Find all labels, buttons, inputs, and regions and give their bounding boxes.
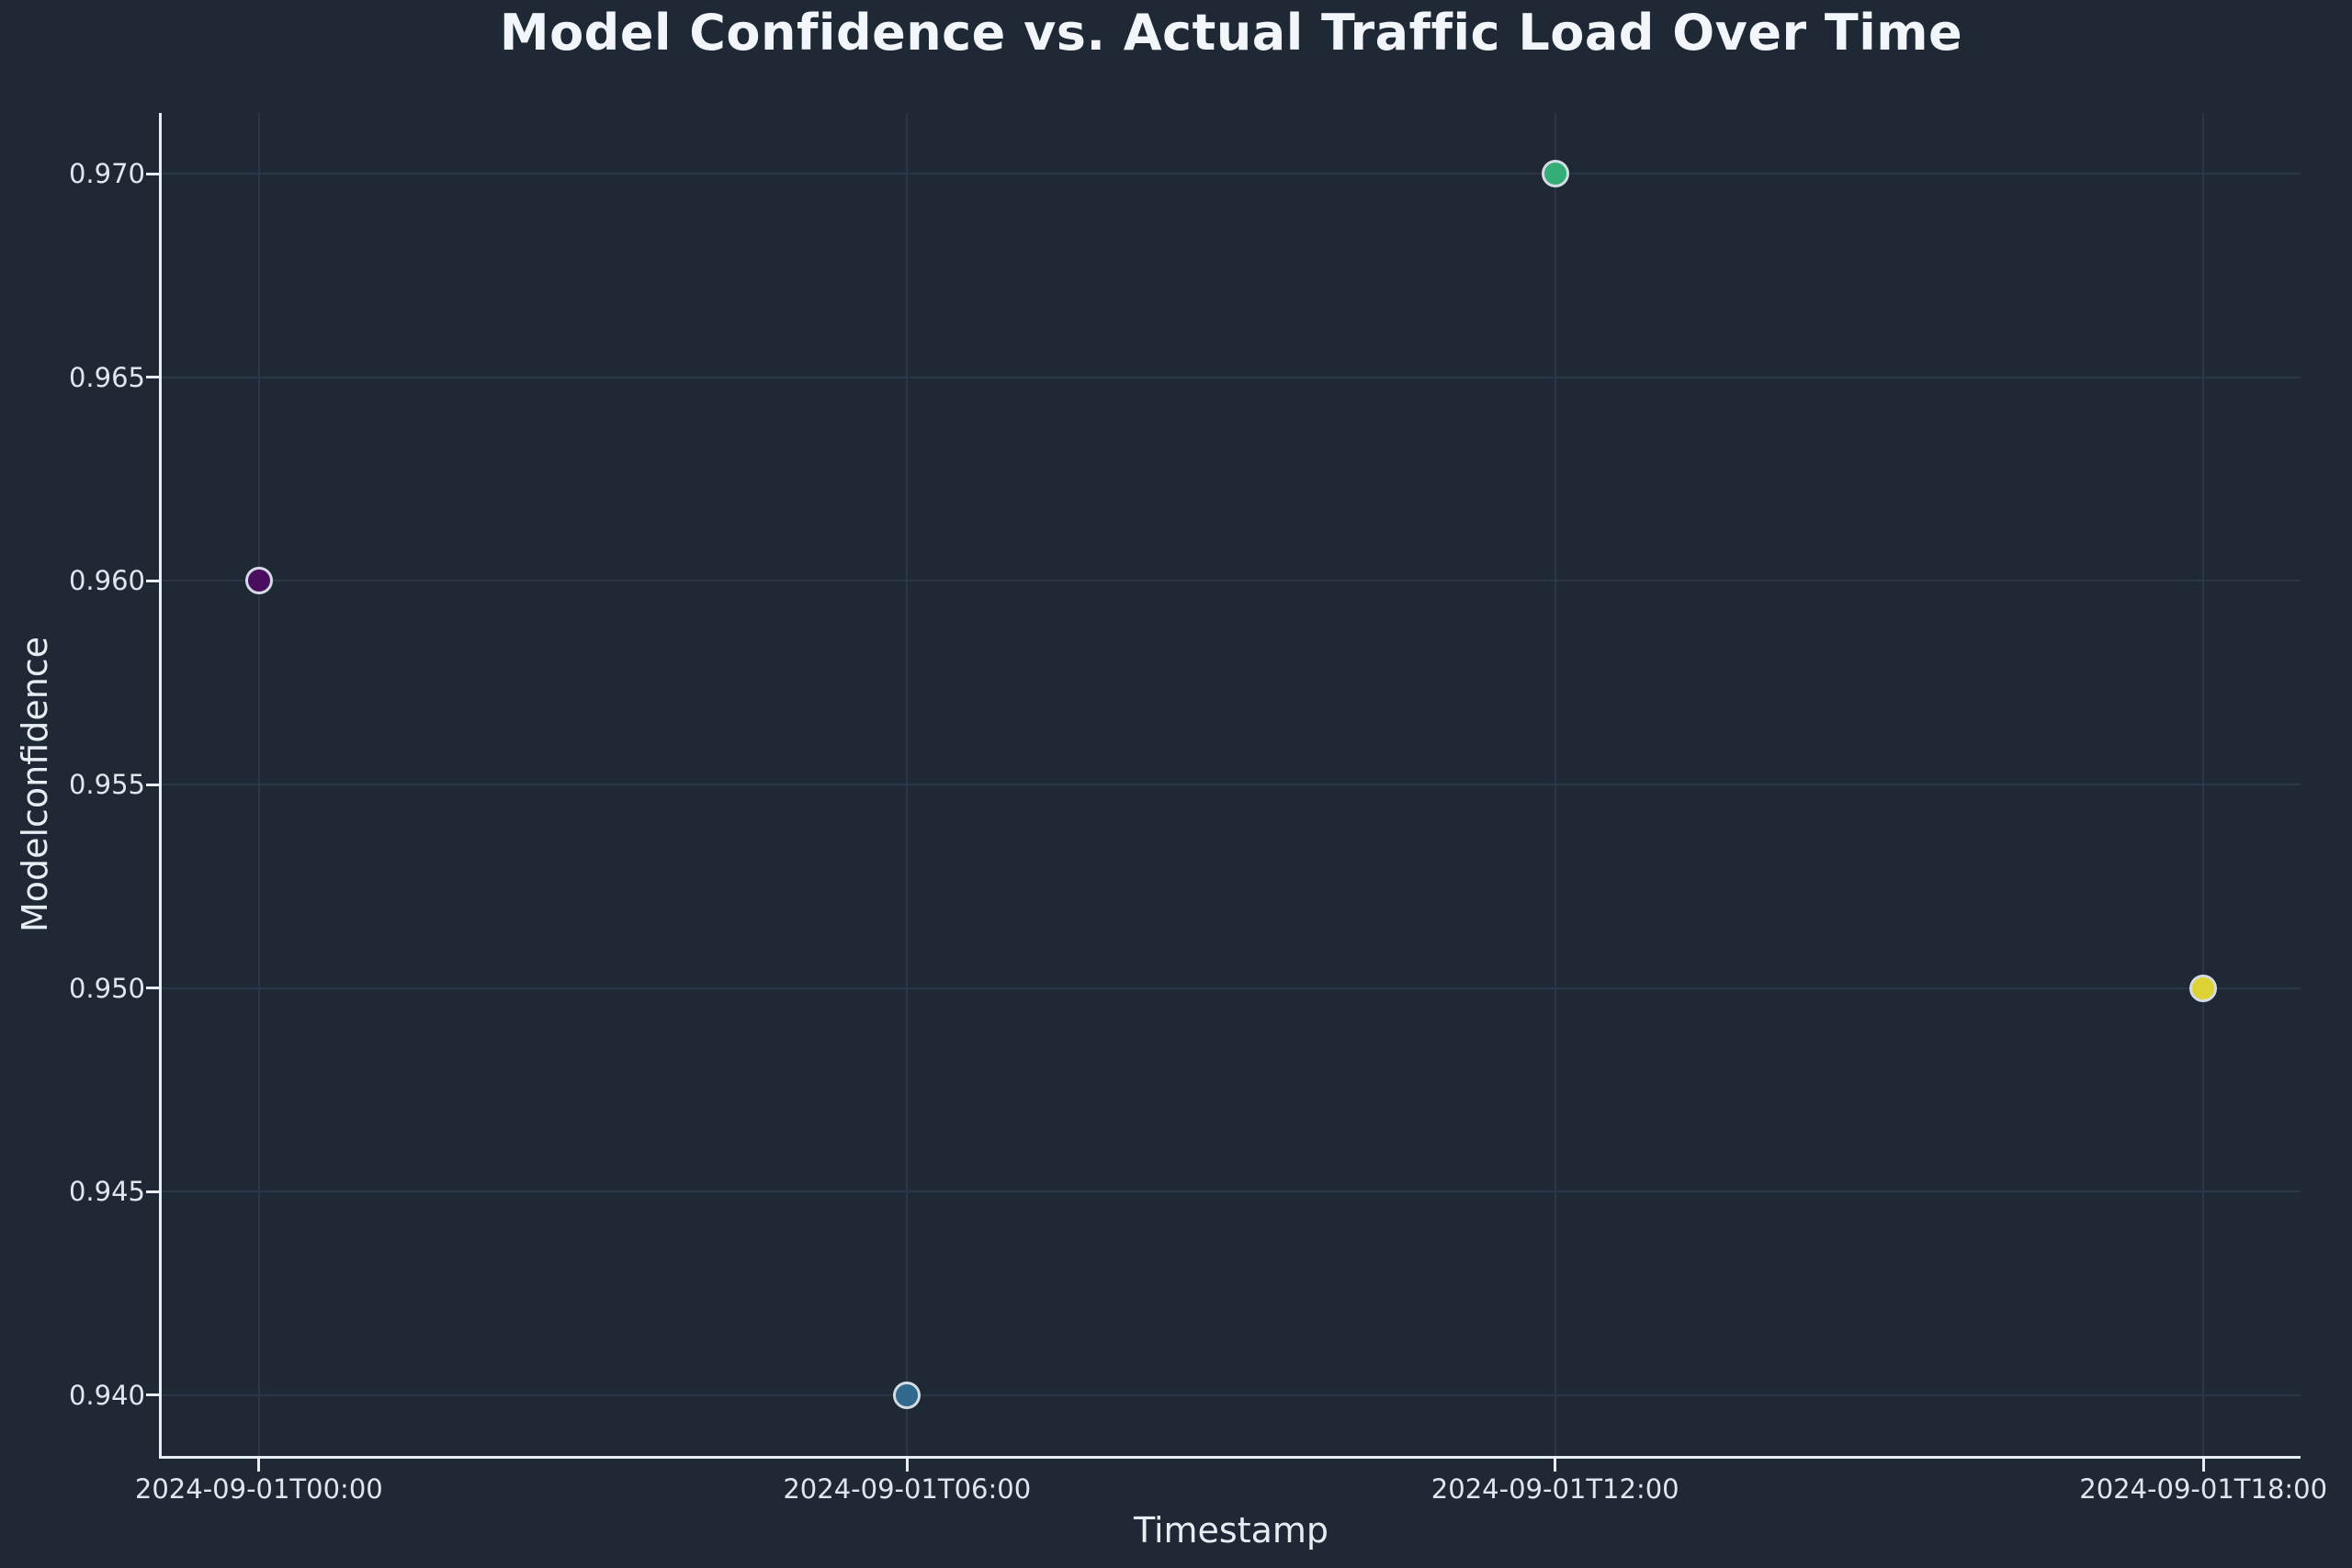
y-gridline [162,1190,2301,1193]
y-tick-mark [146,172,159,175]
x-tick-label: 2024-09-01T12:00 [1430,1473,1679,1505]
x-tick-mark [2201,1459,2205,1472]
y-axis-spine [159,113,162,1459]
x-tick-mark [905,1459,909,1472]
y-tick-label: 0.970 [68,158,145,190]
y-tick-label: 0.940 [68,1379,145,1411]
y-tick-mark [146,1190,159,1193]
x-tick-label: 2024-09-01T18:00 [2079,1473,2328,1505]
x-axis-label: Timestamp [1133,1510,1329,1551]
y-tick-label: 0.955 [68,769,145,800]
y-tick-mark [146,1393,159,1397]
scatter-point-0 [244,567,273,595]
y-tick-mark [146,783,159,786]
y-tick-label: 0.945 [68,1176,145,1208]
x-tick-mark [1554,1459,1557,1472]
y-gridline [162,173,2301,175]
y-gridline [162,784,2301,785]
y-gridline [162,1393,2301,1396]
y-tick-mark [146,987,159,989]
scatter-point-2 [1541,160,1569,188]
scatter-point-3 [2189,974,2218,1002]
y-gridline [162,987,2301,989]
x-axis-spine [159,1456,2301,1459]
x-tick-label: 2024-09-01T00:00 [134,1473,383,1505]
y-tick-label: 0.965 [68,361,145,393]
x-tick-label: 2024-09-01T06:00 [783,1473,1032,1505]
y-tick-mark [146,376,159,379]
y-axis-label: Modelconfidence [15,636,55,933]
y-tick-label: 0.950 [68,972,145,1004]
x-tick-mark [257,1459,261,1472]
y-gridline [162,580,2301,582]
chart-title: Model Confidence vs. Actual Traffic Load… [499,4,1963,62]
scatter-point-1 [893,1381,922,1409]
y-tick-label: 0.960 [68,565,145,597]
y-gridline [162,376,2301,378]
y-tick-mark [146,579,159,582]
